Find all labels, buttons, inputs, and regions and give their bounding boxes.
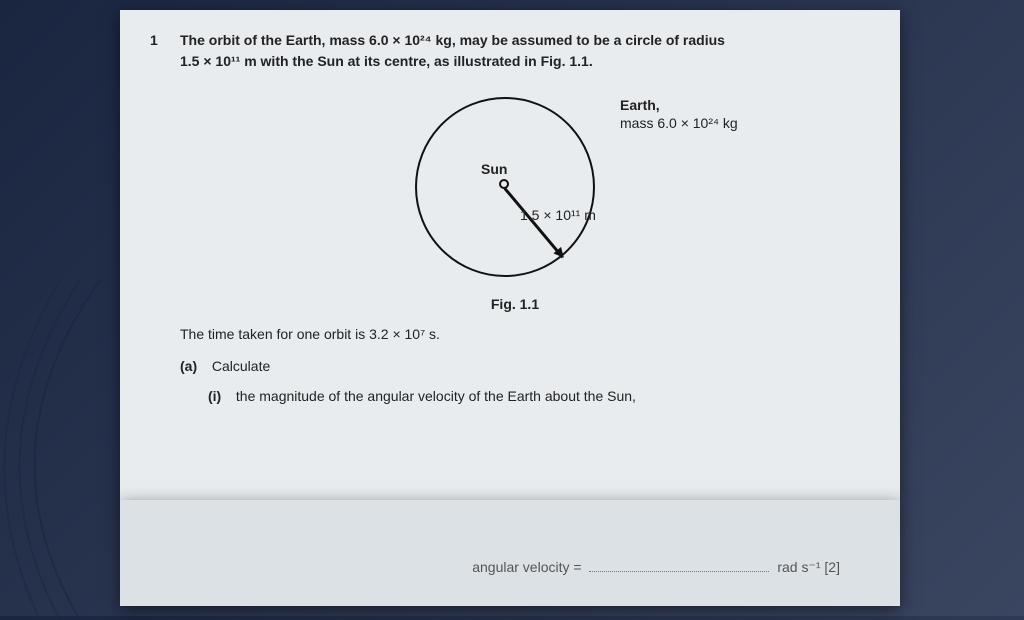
part-i-label: (i) <box>208 388 232 404</box>
sun-label: Sun <box>481 161 507 177</box>
answer-line: angular velocity = rad s⁻¹ [2] <box>472 559 840 576</box>
answer-unit: rad s⁻¹ <box>777 559 820 575</box>
mass-label: mass 6.0 × 10²⁴ kg <box>620 115 738 131</box>
earth-label: Earth, <box>620 97 660 113</box>
answer-blank <box>589 571 769 572</box>
orbit-time-text: The time taken for one orbit is 3.2 × 10… <box>180 326 850 342</box>
orbit-diagram: Sun Earth, mass 6.0 × 10²⁴ kg 1.5 × 10¹¹… <box>415 87 615 287</box>
part-a-text: Calculate <box>212 358 270 374</box>
part-a: (a) Calculate <box>180 358 850 374</box>
radius-value-label: 1.5 × 10¹¹ m <box>520 207 596 223</box>
part-i: (i) the magnitude of the angular velocit… <box>180 388 850 404</box>
question-line-1: The orbit of the Earth, mass 6.0 × 10²⁴ … <box>180 32 725 48</box>
part-i-text: the magnitude of the angular velocity of… <box>236 388 636 404</box>
part-a-label: (a) <box>180 358 208 374</box>
question-block: 1 The orbit of the Earth, mass 6.0 × 10²… <box>180 30 850 72</box>
answer-marks: [2] <box>824 559 840 575</box>
answer-area: angular velocity = rad s⁻¹ [2] <box>120 500 900 606</box>
decorative-curve-icon <box>0 280 140 620</box>
figure-caption: Fig. 1.1 <box>180 296 850 312</box>
diagram-container: Sun Earth, mass 6.0 × 10²⁴ kg 1.5 × 10¹¹… <box>180 82 850 292</box>
question-number: 1 <box>150 30 158 51</box>
question-line-2: 1.5 × 10¹¹ m with the Sun at its centre,… <box>180 53 593 69</box>
document-page: 1 The orbit of the Earth, mass 6.0 × 10²… <box>120 10 900 500</box>
answer-label: angular velocity = <box>472 559 581 575</box>
